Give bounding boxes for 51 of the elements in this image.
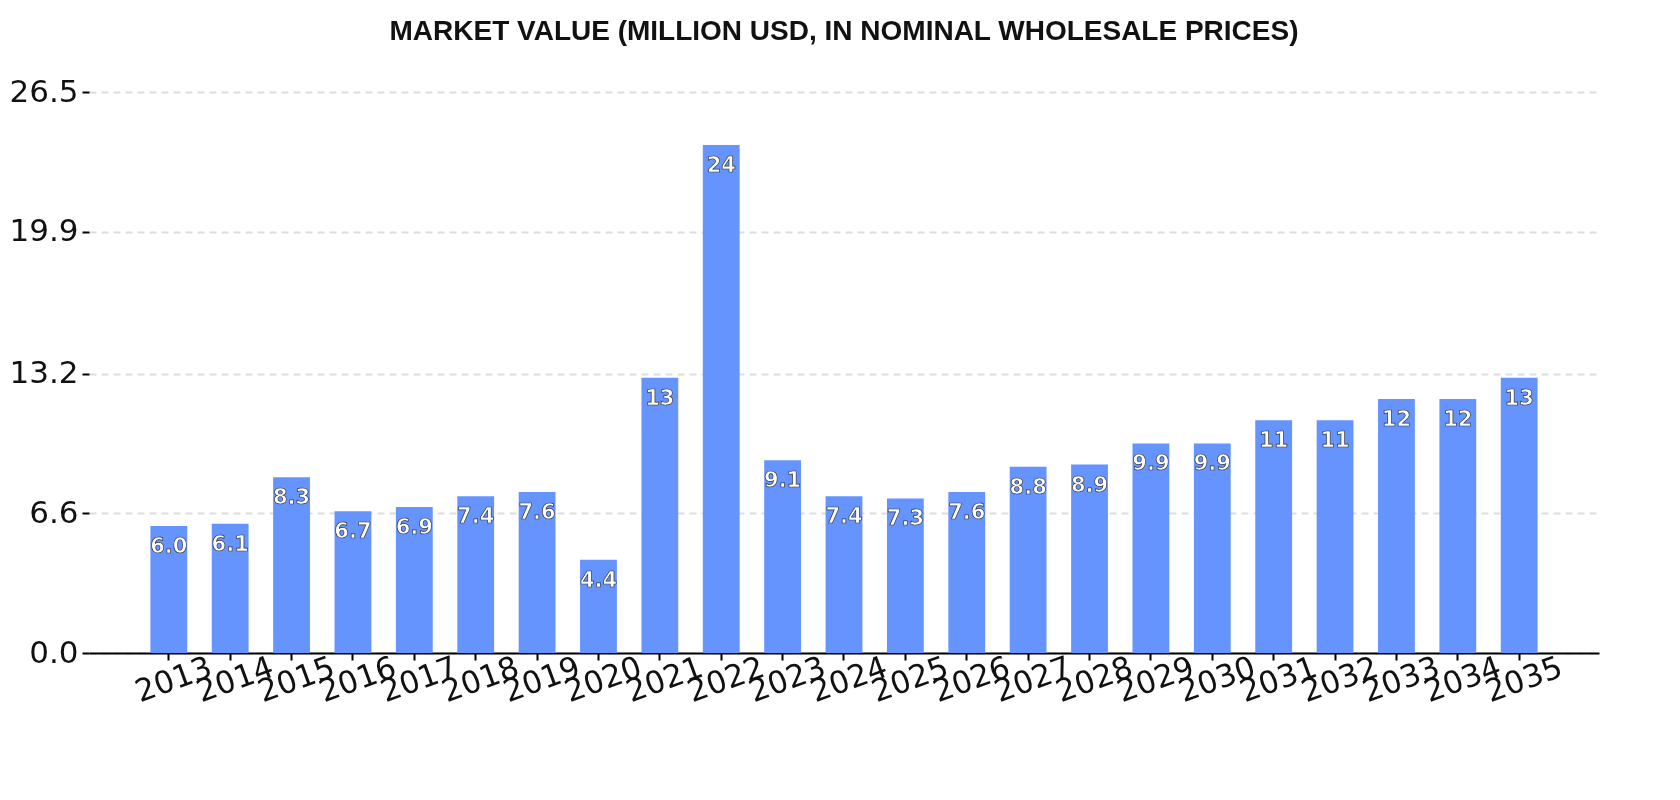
data-label: 8.3 <box>272 485 311 510</box>
data-label: 12 <box>1381 406 1412 431</box>
data-label: 13 <box>1504 385 1534 410</box>
bar <box>825 496 863 653</box>
bar <box>334 511 372 653</box>
data-label: 9.9 <box>1193 451 1231 476</box>
bar <box>702 144 740 653</box>
data-label: 7.4 <box>457 504 495 529</box>
data-label: 7.6 <box>518 500 556 525</box>
bar <box>273 477 310 653</box>
data-label: 11 <box>1259 428 1289 453</box>
data-label: 8.9 <box>1070 472 1109 497</box>
bar <box>150 525 188 653</box>
data-label: 24 <box>706 152 736 177</box>
bar <box>395 506 433 653</box>
bar <box>1193 443 1231 653</box>
bar <box>1071 464 1108 653</box>
data-label: 8.8 <box>1009 474 1047 499</box>
bar <box>1316 420 1354 653</box>
bar <box>1009 466 1047 653</box>
bar <box>1439 398 1477 653</box>
data-label: 7.6 <box>948 500 986 525</box>
y-tick-label: 19.9 <box>9 212 79 249</box>
data-label: 6.7 <box>334 519 372 544</box>
y-tick-label: 13.2 <box>9 354 79 391</box>
data-label: 11 <box>1320 428 1350 453</box>
data-label: 4.4 <box>579 567 618 592</box>
data-label: 12 <box>1443 406 1473 431</box>
data-label: 6.1 <box>211 531 249 556</box>
data-label: 6.0 <box>150 533 188 558</box>
data-label: 13 <box>645 385 675 410</box>
data-label: 9.1 <box>764 468 802 493</box>
bar <box>948 492 986 653</box>
chart-title: MARKET VALUE (MILLION USD, IN NOMINAL WHOLESALE PRICES) <box>389 15 1299 46</box>
bar <box>1500 377 1538 653</box>
data-label: 7.3 <box>886 506 924 531</box>
data-label: 7.4 <box>825 504 863 529</box>
bar <box>641 377 679 653</box>
bar <box>1132 443 1170 653</box>
bar <box>1255 420 1293 653</box>
y-tick-label: 26.5 <box>9 72 79 109</box>
y-tick-label: 6.6 <box>29 493 79 530</box>
bar <box>886 498 924 653</box>
data-label: 6.9 <box>395 514 433 539</box>
bar <box>1378 398 1415 653</box>
bar <box>211 523 249 653</box>
bar <box>764 460 802 653</box>
bar <box>518 492 556 653</box>
y-tick-label: 0.0 <box>29 633 79 670</box>
bar <box>457 496 495 653</box>
data-label: 9.9 <box>1132 451 1170 476</box>
